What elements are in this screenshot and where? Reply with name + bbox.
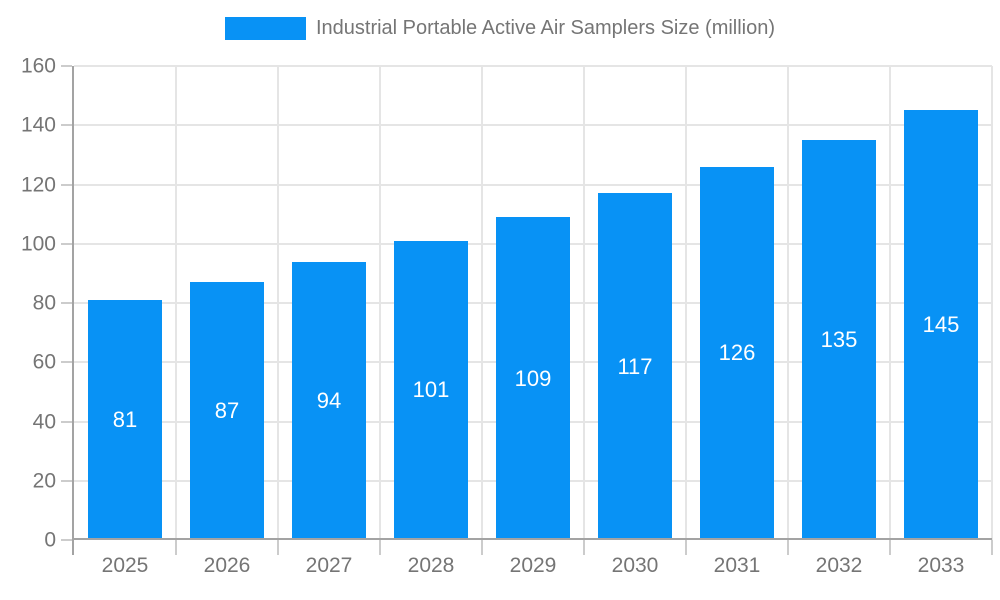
bar-value-label: 135 [820, 327, 858, 353]
bar-2026: 87 [190, 282, 264, 540]
x-axis-tick-label-2026: 2026 [203, 554, 251, 577]
y-axis-tick-label-40: 40 [32, 410, 56, 433]
y-axis: 0 20 40 60 80 100 120 140 160 [0, 56, 72, 551]
x-axis-tick-3 [379, 540, 381, 555]
x-axis-tick-label-2029: 2029 [509, 554, 557, 577]
x-axis-tick-label-2027: 2027 [305, 554, 353, 577]
x-axis-line [74, 538, 992, 540]
bar-value-label: 101 [412, 377, 450, 403]
gridline-vertical-3 [379, 66, 381, 540]
x-axis-tick-1 [175, 540, 177, 555]
bar-value-label: 126 [718, 340, 756, 366]
gridline-vertical-6 [685, 66, 687, 540]
y-axis-tick-100 [61, 242, 72, 245]
bar-2029: 109 [496, 217, 570, 540]
bar-2028: 101 [394, 240, 468, 540]
x-axis-tick-label-2031: 2031 [713, 554, 761, 577]
gridline-vertical-7 [787, 66, 789, 540]
x-axis-tick-label-2025: 2025 [101, 554, 149, 577]
x-axis-tick-label-2030: 2030 [611, 554, 659, 577]
gridline-vertical-1 [175, 66, 177, 540]
y-axis-tick-label-80: 80 [32, 291, 56, 315]
bar-value-label: 145 [922, 312, 960, 338]
y-axis-line [72, 66, 74, 555]
x-axis-tick-4 [481, 540, 483, 555]
chart-legend: Industrial Portable Active Air Samplers … [0, 17, 1000, 40]
x-axis-tick-8 [889, 540, 891, 555]
y-axis-tick-label-140: 140 [20, 113, 56, 137]
y-axis-tick-60 [61, 361, 72, 364]
x-axis-tick-label-2033: 2033 [917, 554, 965, 577]
gridline-vertical-4 [481, 66, 483, 540]
bar-2027: 94 [292, 261, 366, 540]
y-axis-tick-80 [61, 302, 72, 304]
x-axis-tick-label-2032: 2032 [815, 554, 863, 577]
bar-value-label: 109 [514, 365, 552, 391]
gridline-vertical-9 [991, 66, 993, 540]
gridline-vertical-2 [277, 66, 279, 540]
legend-label: Industrial Portable Active Air Samplers … [315, 17, 776, 39]
y-axis-tick-label-100: 100 [20, 232, 56, 256]
bar-2031: 126 [700, 166, 774, 540]
y-axis-tick-20 [61, 479, 72, 482]
y-axis-tick-160 [61, 65, 72, 67]
bar-2025: 81 [88, 300, 162, 540]
y-axis-tick-120 [61, 183, 72, 186]
y-axis-tick-label-60: 60 [32, 350, 56, 374]
gridline-horizontal-160 [74, 65, 992, 67]
gridline-vertical-8 [889, 66, 891, 540]
bar-2032: 135 [802, 140, 876, 540]
gridline-horizontal-120 [74, 183, 992, 186]
x-axis-tick-5 [583, 540, 585, 555]
y-axis-tick-40 [61, 420, 72, 423]
bar-value-label: 87 [214, 398, 240, 424]
y-axis-tick-label-20: 20 [32, 469, 56, 493]
legend-swatch [224, 17, 306, 40]
gridline-vertical-5 [583, 66, 585, 540]
x-axis-tick-7 [787, 540, 789, 555]
bar-2033: 145 [904, 110, 978, 540]
y-axis-tick-label-120: 120 [20, 173, 56, 196]
x-axis-tick-9 [991, 540, 993, 555]
x-axis-tick-6 [685, 540, 687, 555]
bar-value-label: 117 [617, 353, 653, 379]
plot-area: 81 87 94 101 109 117 126 135 145 [74, 65, 993, 540]
gridline-horizontal-140 [74, 124, 992, 127]
bar-value-label: 94 [316, 387, 342, 413]
y-axis-tick-140 [61, 124, 72, 127]
x-axis-tick-2 [277, 540, 279, 555]
x-axis: 2025 2026 2027 2028 2029 2030 2031 2032 2033 [74, 540, 993, 600]
y-axis-tick-label-0: 0 [44, 528, 56, 552]
bar-value-label: 81 [112, 407, 138, 433]
x-axis-tick-label-2028: 2028 [407, 554, 455, 577]
bar-2030: 117 [598, 193, 672, 540]
y-axis-tick-label-160: 160 [20, 54, 56, 78]
y-axis-tick-0 [61, 539, 72, 541]
